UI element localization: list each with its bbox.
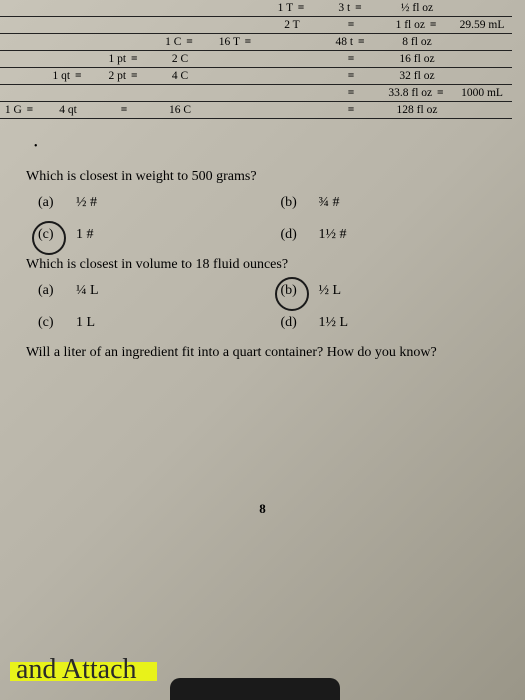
opt-value: ½ L [319, 283, 342, 299]
opt-value: ¾ # [319, 195, 340, 211]
opt-value: 1 # [76, 227, 94, 243]
worksheet-page: 1 T = 3 t = ½ fl oz 2 T = 1 fl oz = 29.5… [0, 0, 525, 700]
cell: 1 fl oz [396, 19, 425, 31]
question-3-text: Will a liter of an ingredient fit into a… [26, 345, 501, 361]
cell: 3 t [338, 2, 350, 14]
bullet-icon: • [34, 141, 38, 152]
question-1-text: Which is closest in weight to 500 grams? [26, 169, 501, 185]
cell: 1 pt [108, 53, 126, 65]
shadow-band [170, 678, 340, 700]
question-2-text: Which is closest in volume to 18 fluid o… [26, 257, 501, 273]
cell: 1 G [5, 104, 22, 116]
cell: 16 fl oz [382, 51, 452, 68]
cell: 1 T [278, 2, 293, 14]
cell: 2 pt [108, 70, 126, 82]
conversion-table: 1 T = 3 t = ½ fl oz 2 T = 1 fl oz = 29.5… [0, 0, 525, 119]
cell: ½ fl oz [382, 0, 452, 17]
handwritten-note: and Attach [10, 654, 157, 686]
cell: 48 t [335, 36, 353, 48]
opt-label: (a) [38, 195, 62, 211]
opt-label: (a) [38, 283, 62, 299]
opt-label: (c) [38, 315, 62, 331]
cell: 2 T [264, 17, 320, 34]
opt-value: 1½ L [319, 315, 349, 331]
opt-label: (b) [281, 195, 305, 211]
page-number: 8 [0, 501, 525, 517]
cell: 128 fl oz [382, 102, 452, 119]
cell: 16 C [152, 102, 208, 119]
cell: 16 T [219, 36, 240, 48]
cell: 4 C [152, 68, 208, 85]
opt-label: (d) [281, 315, 305, 331]
opt-value: ½ # [76, 195, 97, 211]
opt-label-circled: (c) [38, 227, 62, 243]
question-2-options: (a) ¼ L (b) ½ L (c) 1 L (d) 1½ L [26, 283, 501, 331]
opt-value: ¼ L [76, 283, 99, 299]
questions-section: • Which is closest in weight to 500 gram… [0, 119, 525, 361]
opt-label: (d) [281, 227, 305, 243]
cell: 2 C [152, 51, 208, 68]
cell: 1 C [165, 36, 181, 48]
question-1-options: (a) ½ # (b) ¾ # (c) 1 # (d) 1½ # [26, 195, 501, 243]
cell: 1 qt [52, 70, 70, 82]
opt-value: 1½ # [319, 227, 347, 243]
cell: 29.59 mL [452, 17, 512, 34]
opt-label-circled: (b) [281, 283, 305, 299]
opt-value: 1 L [76, 315, 95, 331]
cell: 8 fl oz [382, 34, 452, 51]
cell: 4 qt [40, 102, 96, 119]
cell: 33.8 fl oz [388, 87, 432, 99]
cell: 1000 mL [452, 85, 512, 102]
cell: 32 fl oz [382, 68, 452, 85]
